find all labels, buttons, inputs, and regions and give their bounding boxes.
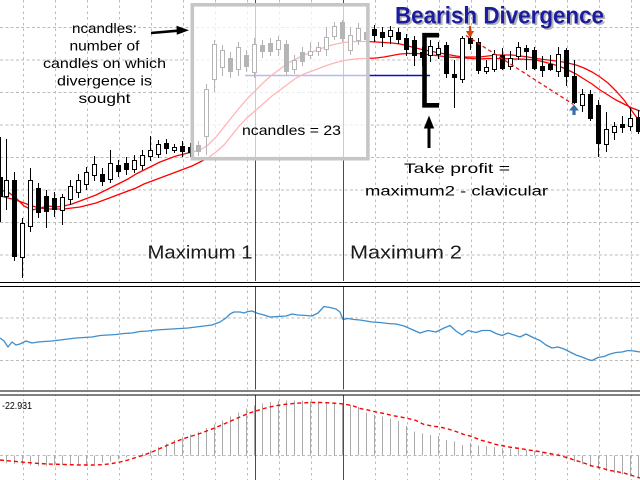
svg-text:Maximum 1: Maximum 1 [148,242,253,263]
svg-text:divergence is: divergence is [57,73,152,89]
svg-text:ncandles = 23: ncandles = 23 [242,122,341,138]
svg-text:Bearish Divergence: Bearish Divergence [395,3,604,30]
svg-text:Take profit =: Take profit = [404,160,510,176]
svg-text:candles on which: candles on which [43,55,166,71]
svg-text:Maximum 2: Maximum 2 [350,242,462,263]
svg-text:sought: sought [79,90,131,106]
svg-text:Bearish Divergence: Bearish Divergence [397,4,606,31]
svg-text:ncandles:: ncandles: [72,20,137,36]
svg-text:number of: number of [70,38,140,54]
svg-text:-22.931: -22.931 [2,400,32,412]
svg-text:maximum2 - clavicular: maximum2 - clavicular [365,183,548,199]
